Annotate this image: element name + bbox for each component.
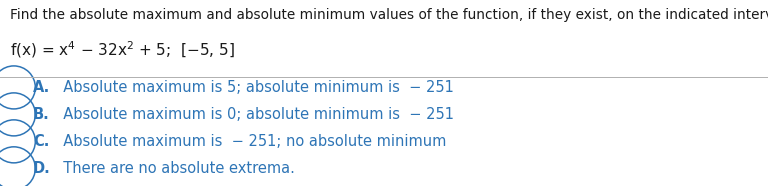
Text: f(x) = x$^{4}$ $-$ 32x$^{2}$ + 5;  [$-$5, 5]: f(x) = x$^{4}$ $-$ 32x$^{2}$ + 5; [$-$5,… [10, 39, 235, 60]
Text: A.: A. [33, 80, 50, 95]
Text: B.: B. [33, 107, 50, 122]
Text: D.: D. [33, 161, 51, 176]
Text: Absolute maximum is 5; absolute minimum is  − 251: Absolute maximum is 5; absolute minimum … [54, 80, 454, 95]
Text: Find the absolute maximum and absolute minimum values of the function, if they e: Find the absolute maximum and absolute m… [10, 8, 768, 22]
Text: Absolute maximum is  − 251; no absolute minimum: Absolute maximum is − 251; no absolute m… [54, 134, 446, 149]
Text: Absolute maximum is 0; absolute minimum is  − 251: Absolute maximum is 0; absolute minimum … [54, 107, 454, 122]
Text: C.: C. [33, 134, 49, 149]
Text: There are no absolute extrema.: There are no absolute extrema. [54, 161, 295, 176]
